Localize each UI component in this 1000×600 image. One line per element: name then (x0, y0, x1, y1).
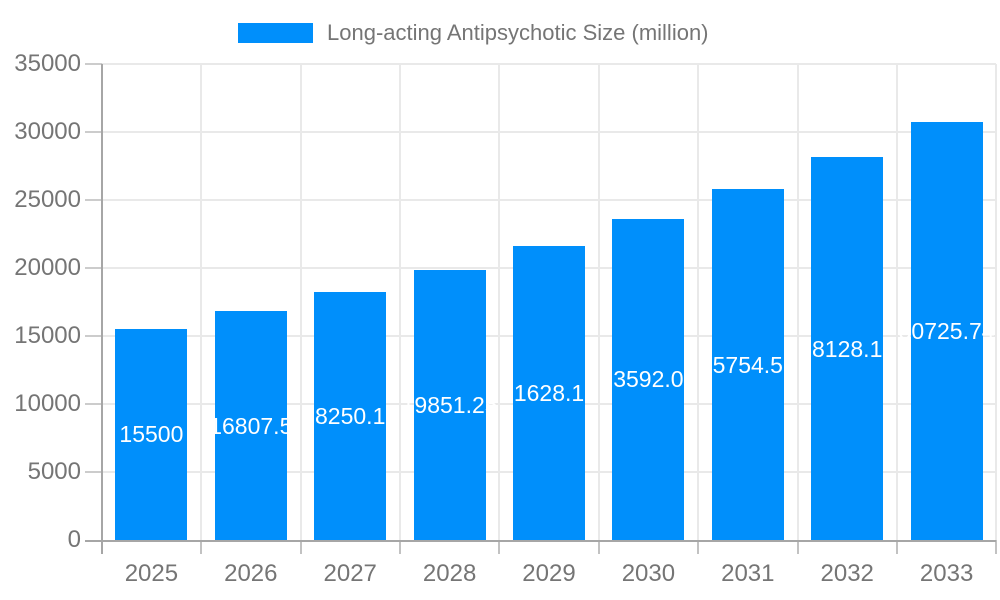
x-axis-tick (299, 540, 302, 554)
y-tick-label: 0 (67, 526, 81, 553)
v-gridline (995, 63, 998, 540)
x-tick-label: 2033 (919, 560, 974, 587)
x-axis-tick (895, 540, 898, 554)
bar-2027[interactable] (314, 291, 387, 540)
y-axis-tick (85, 470, 102, 473)
bar-2025[interactable] (115, 328, 188, 540)
bar-2031[interactable] (711, 189, 784, 540)
x-tick-label: 2029 (522, 560, 576, 587)
v-gridline (398, 63, 401, 540)
x-axis-tick (697, 540, 700, 554)
h-gridline (101, 62, 997, 65)
v-gridline (498, 63, 501, 540)
bar-2033[interactable] (910, 121, 983, 540)
v-gridline (200, 63, 203, 540)
bar-value-label: 23592.04 (600, 366, 697, 393)
x-axis-tick (200, 540, 203, 554)
x-tick-label: 2025 (124, 560, 179, 587)
y-axis-tick (85, 266, 102, 269)
bar-value-label: 28128.13 (799, 335, 896, 362)
bar-2032[interactable] (811, 157, 884, 540)
bar-value-label: 25754.55 (699, 351, 796, 378)
bar-value-label: 30725.74 (898, 317, 995, 344)
y-axis-tick (85, 198, 102, 201)
legend-swatch-icon (238, 23, 313, 43)
y-tick-label: 35000 (14, 49, 81, 77)
y-tick-label: 25000 (14, 185, 81, 213)
x-tick-label: 2027 (323, 560, 377, 587)
v-gridline (597, 63, 600, 540)
x-axis-tick (597, 540, 600, 554)
bar-2028[interactable] (413, 269, 486, 540)
bar-value-label: 18250.13 (302, 402, 399, 429)
x-axis-tick (498, 540, 501, 554)
bar-value-label: 21628.13 (501, 379, 597, 406)
x-axis-baseline (84, 540, 997, 542)
v-gridline (299, 63, 302, 540)
x-tick-label: 2031 (721, 560, 775, 587)
bar-value-label: 15500 (119, 421, 184, 448)
y-axis-tick (85, 334, 102, 337)
x-tick-label: 2028 (422, 560, 477, 587)
h-gridline (101, 130, 997, 133)
x-tick-label: 2032 (820, 560, 874, 587)
y-axis-tick (85, 402, 102, 405)
x-axis-tick (995, 540, 998, 554)
y-axis-tick (85, 130, 102, 133)
x-axis-tick (796, 540, 799, 554)
v-gridline (796, 63, 799, 540)
bar-2026[interactable] (214, 311, 287, 540)
y-axis-tick (85, 62, 102, 65)
legend[interactable]: Long-acting Antipsychotic Size (million) (238, 20, 709, 45)
x-axis-tick (398, 540, 401, 554)
x-tick-label: 2030 (621, 560, 676, 587)
y-tick-label: 30000 (14, 117, 81, 145)
bar-2030[interactable] (612, 218, 685, 540)
v-gridline (895, 63, 898, 540)
y-tick-label: 20000 (14, 253, 81, 281)
x-tick-label: 2026 (224, 560, 278, 587)
legend-label: Long-acting Antipsychotic Size (million) (327, 20, 709, 45)
y-axis-line (100, 63, 103, 554)
v-gridline (697, 63, 700, 540)
bar-value-label: 19851.25 (401, 391, 498, 418)
bar-value-label: 16807.5 (209, 412, 293, 439)
y-tick-label: 15000 (14, 321, 81, 349)
y-tick-label: 10000 (14, 389, 81, 417)
bar-2029[interactable] (513, 245, 585, 540)
y-tick-label: 5000 (27, 457, 81, 485)
